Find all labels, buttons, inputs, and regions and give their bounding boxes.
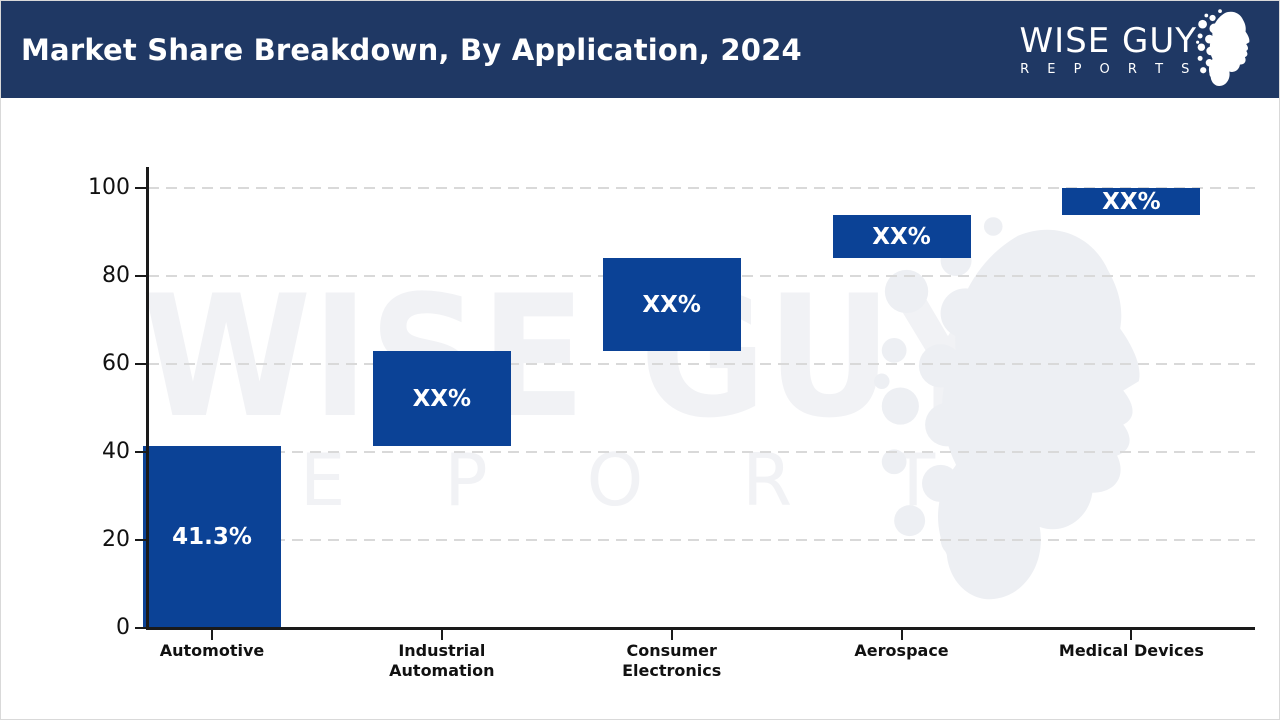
y-tick-label: 60 — [102, 351, 130, 376]
brand-head-icon — [1196, 9, 1250, 87]
bar-value-label: XX% — [642, 291, 701, 318]
x-tick-label: Medical Devices — [1058, 641, 1204, 660]
brand-wordmark: WISE GUY R E P O R T S — [1019, 24, 1197, 77]
y-tick-label: 20 — [102, 527, 130, 552]
y-axis-tick — [135, 627, 148, 629]
bar: 41.3% — [143, 446, 281, 628]
y-tick-label: 80 — [102, 263, 130, 288]
y-axis-tick — [135, 187, 148, 189]
brand-logo: WISE GUY R E P O R T S — [1017, 7, 1267, 93]
bar: XX% — [372, 350, 511, 447]
watermark-head-icon — [874, 217, 1140, 600]
brand-subtitle: R E P O R T S — [1020, 61, 1197, 77]
header: Market Share Breakdown, By Application, … — [1, 1, 1279, 98]
y-axis-line — [146, 167, 149, 630]
x-axis-tick — [900, 630, 903, 640]
x-tick-label: Automotive — [159, 641, 265, 660]
x-tick-label: Consumer Electronics — [622, 641, 722, 680]
y-tick-label: 40 — [102, 439, 130, 464]
x-axis-tick — [670, 630, 673, 640]
gridline — [148, 539, 1255, 541]
x-axis-tick — [440, 630, 443, 640]
gridline — [148, 187, 1255, 189]
x-axis-line — [146, 627, 1255, 630]
y-axis-tick — [135, 275, 148, 277]
gridline — [148, 363, 1255, 365]
x-axis-tick — [1130, 630, 1133, 640]
x-tick-label: Industrial Automation — [389, 641, 495, 680]
y-axis-tick — [135, 539, 148, 541]
y-axis-tick — [135, 451, 148, 453]
bar: XX% — [1062, 188, 1201, 216]
bar: XX% — [602, 258, 741, 351]
y-tick-label: 0 — [116, 615, 130, 640]
bar-value-label: XX% — [872, 223, 931, 250]
x-tick-label: Aerospace — [854, 641, 949, 660]
brand-name: WISE GUY — [1019, 20, 1197, 61]
x-axis-tick — [211, 630, 213, 640]
y-axis-tick — [135, 363, 148, 365]
bar-value-label: XX% — [412, 385, 472, 412]
watermark-text: WISE GUY — [141, 259, 1004, 455]
y-tick-label: 100 — [88, 175, 130, 200]
gridline — [148, 451, 1255, 453]
bar-value-label: XX% — [1102, 188, 1161, 215]
page-title: Market Share Breakdown, By Application, … — [21, 32, 802, 67]
bar-value-label: 41.3% — [172, 524, 252, 551]
bar: XX% — [832, 215, 971, 259]
